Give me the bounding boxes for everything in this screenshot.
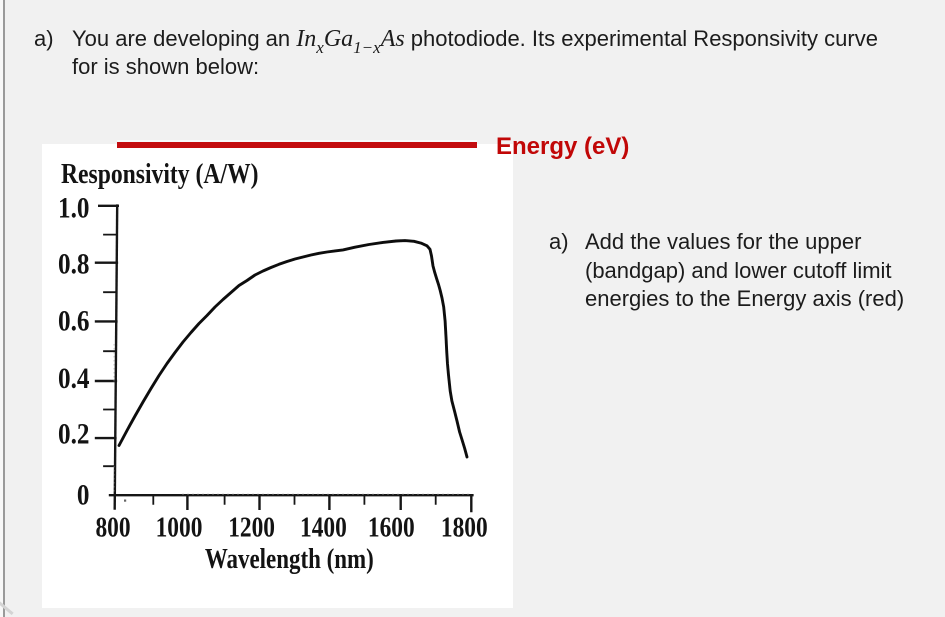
svg-text:1200: 1200 <box>228 512 275 543</box>
svg-text:Responsivity (A/W): Responsivity (A/W) <box>61 158 258 189</box>
svg-text:1000: 1000 <box>156 512 203 543</box>
svg-text:1.0: 1.0 <box>58 190 89 224</box>
svg-text:1400: 1400 <box>300 512 347 543</box>
svg-text:0.8: 0.8 <box>58 247 89 281</box>
svg-text:Wavelength (nm): Wavelength (nm) <box>205 543 374 575</box>
svg-text:0.2: 0.2 <box>58 416 89 450</box>
svg-text:1800: 1800 <box>441 512 488 543</box>
svg-text:1600: 1600 <box>368 512 415 543</box>
svg-text:0.4: 0.4 <box>58 361 90 395</box>
svg-text:0.6: 0.6 <box>58 303 90 337</box>
svg-text:800: 800 <box>95 512 130 543</box>
svg-text:0: 0 <box>77 477 90 511</box>
